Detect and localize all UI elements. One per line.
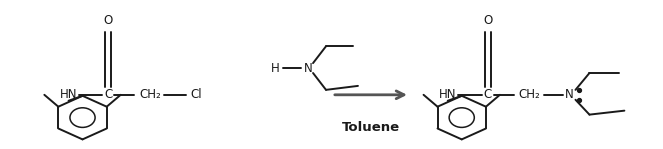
Text: O: O: [104, 14, 113, 27]
Text: Cl: Cl: [190, 88, 202, 101]
Text: H: H: [271, 62, 280, 74]
Text: O: O: [483, 14, 493, 27]
Text: N: N: [304, 62, 312, 74]
Text: N: N: [565, 88, 574, 101]
Text: CH₂: CH₂: [518, 88, 540, 101]
Text: CH₂: CH₂: [139, 88, 161, 101]
Text: C: C: [104, 88, 113, 101]
Text: HN: HN: [439, 88, 457, 101]
Text: C: C: [483, 88, 492, 101]
Text: Toluene: Toluene: [342, 121, 400, 134]
Text: HN: HN: [60, 88, 78, 101]
